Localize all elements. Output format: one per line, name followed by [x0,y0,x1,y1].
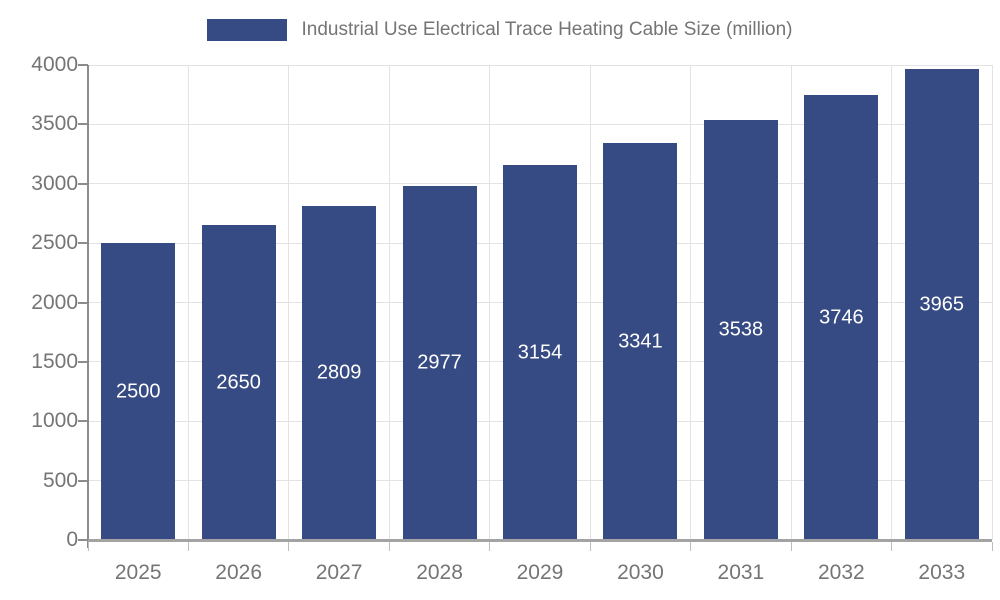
y-tick-label: 1500 [31,349,78,373]
bar-value-label: 3154 [517,341,563,364]
plot-area: 2500 2650 2809 2977 3154 3341 3538 3746 3965 [88,64,993,540]
y-axis-tick [78,360,88,363]
bar-value-label: 3746 [819,306,864,329]
bar-2027 [302,206,377,540]
y-tick-label: 500 [42,468,78,492]
y-tick-label: 4000 [31,53,78,76]
y-axis-tick [78,420,88,423]
legend-swatch [207,19,288,41]
x-axis-tick [489,542,491,551]
bar-value-label: 3341 [618,330,663,353]
v-gridline [690,65,692,540]
x-tick-label: 2032 [817,561,865,584]
v-gridline [489,65,491,540]
v-gridline [790,65,792,540]
y-axis-line [87,65,89,548]
x-tick-label: 2026 [215,561,263,584]
x-axis-tick [991,542,993,551]
x-tick-label: 2031 [717,561,765,584]
bar-value-label: 2977 [417,351,462,374]
x-axis-line [88,539,992,542]
y-tick-label: 2500 [31,231,78,255]
bar-2029 [503,165,577,540]
x-tick-label: 2028 [416,561,463,584]
h-gridline [88,64,992,66]
v-gridline [388,65,390,540]
bar-value-label: 2500 [115,380,161,403]
legend-label: Industrial Use Electrical Trace Heating … [301,19,793,40]
bar-2028 [402,186,477,540]
y-axis-tick [78,539,88,541]
x-tick-label: 2033 [918,561,966,584]
x-axis-tick [87,542,89,551]
bar-value-label: 3538 [718,318,764,341]
x-tick-label: 2030 [617,561,664,584]
x-axis-tick [388,542,390,551]
bar-2025 [101,243,176,540]
x-axis-tick [790,542,792,551]
y-tick-label: 0 [66,528,78,551]
y-axis-tick [78,123,88,126]
v-gridline [187,65,189,540]
chart-legend: Industrial Use Electrical Trace Heating … [0,12,1000,48]
x-tick-label: 2027 [315,561,363,584]
y-axis-tick [78,479,88,482]
x-tick-label: 2025 [114,561,162,584]
v-gridline [288,65,290,540]
v-gridline [991,65,993,540]
y-tick-label: 3500 [31,112,78,136]
v-gridline [589,65,591,540]
x-axis-tick [690,542,692,551]
x-axis-tick [891,542,893,551]
y-axis-tick [78,242,88,245]
y-axis-tick [78,182,88,185]
h-gridline [88,123,992,125]
x-tick-label: 2029 [516,561,564,584]
y-tick-label: 3000 [31,171,78,195]
bar-value-label: 3965 [919,293,965,316]
bar-2030 [603,143,678,540]
y-tick-label: 1000 [31,409,78,433]
x-axis-tick [187,542,189,551]
x-axis-tick [589,542,591,551]
v-gridline [891,65,893,540]
bar-2026 [201,225,276,540]
bar-value-label: 2650 [216,371,261,394]
bar-2032 [804,95,879,540]
y-tick-label: 2000 [31,290,78,314]
bar-2031 [703,119,778,540]
bar-value-label: 2809 [316,361,362,384]
x-axis-tick [288,542,290,551]
y-axis-tick [78,301,88,304]
y-axis-tick [78,64,88,66]
bar-2033 [904,69,979,540]
